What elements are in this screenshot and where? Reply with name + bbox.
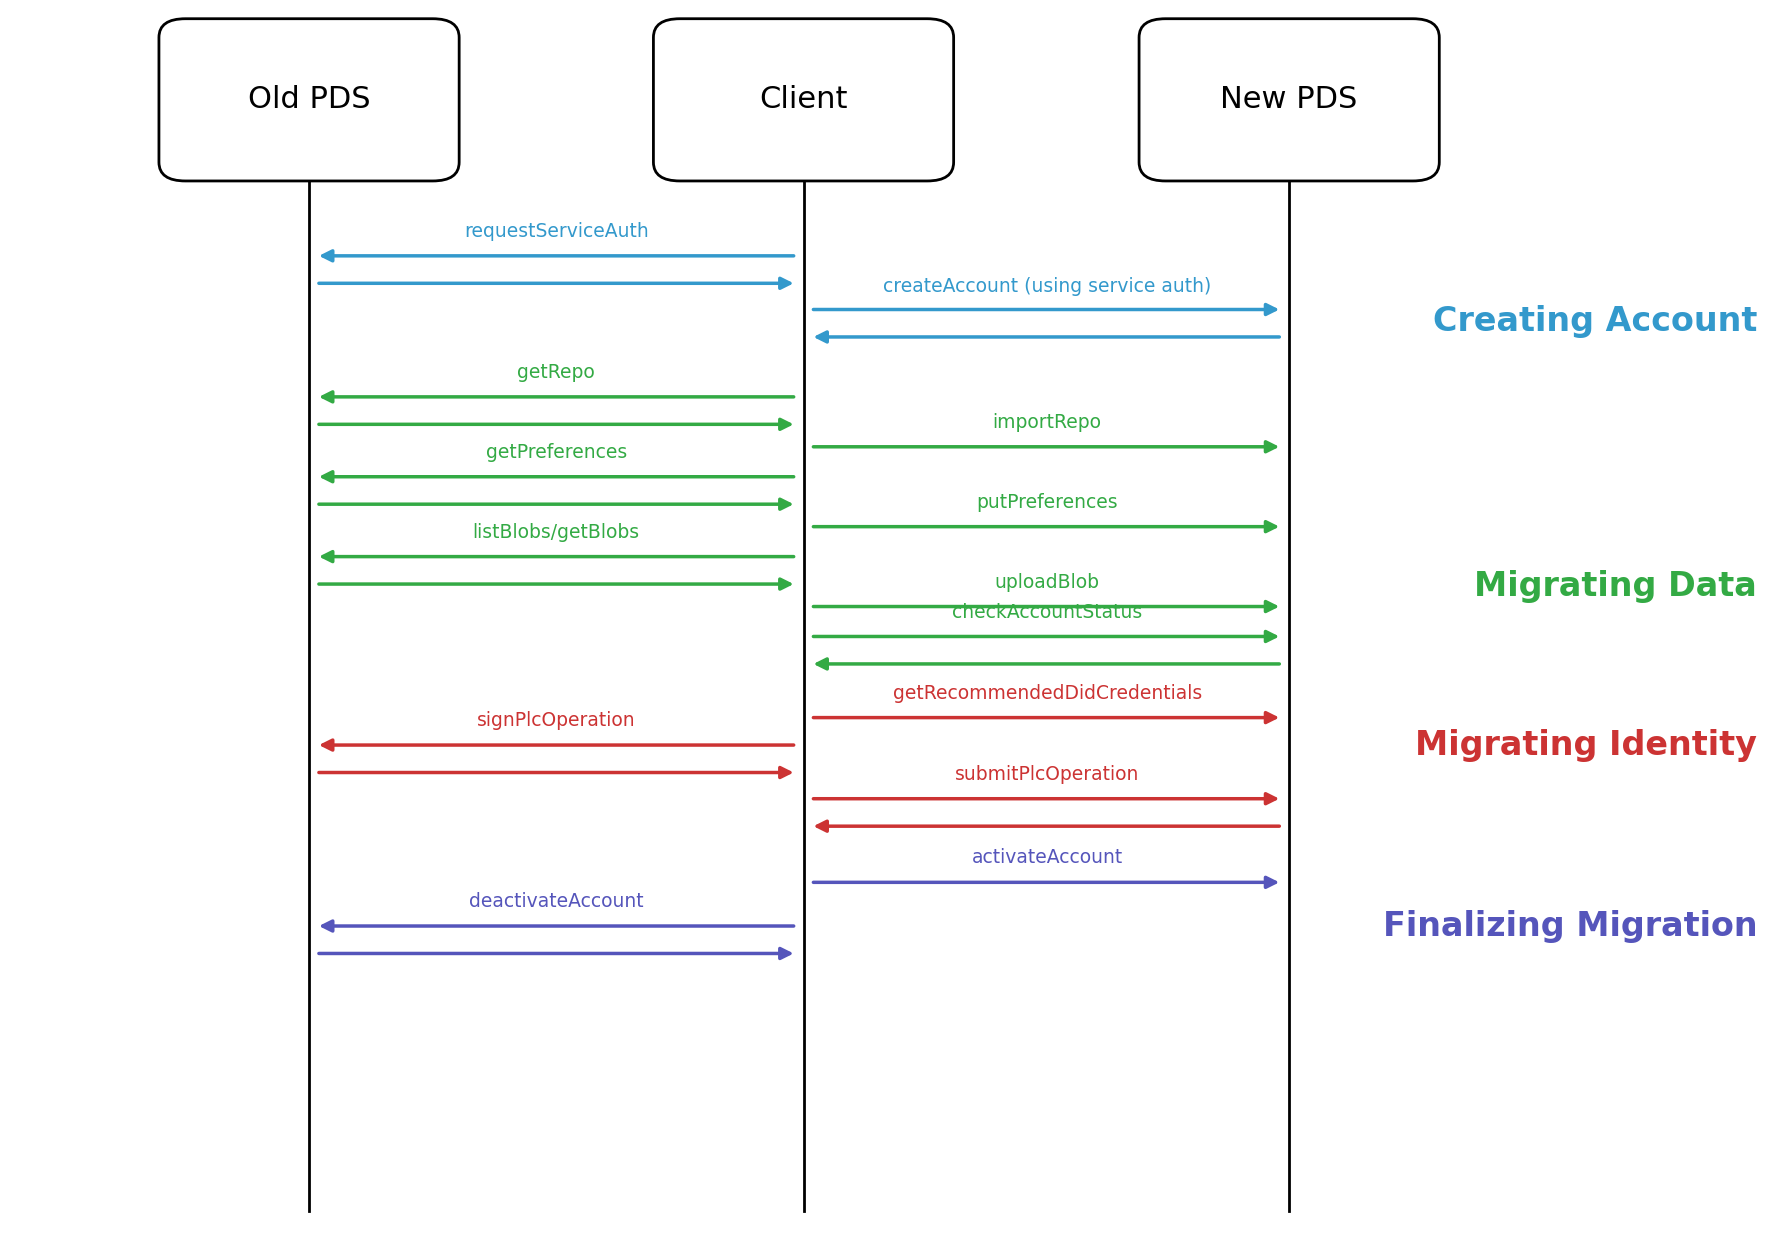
Text: requestServiceAuth: requestServiceAuth bbox=[464, 222, 648, 241]
Text: listBlobs/getBlobs: listBlobs/getBlobs bbox=[473, 523, 639, 542]
Text: checkAccountStatus: checkAccountStatus bbox=[952, 603, 1143, 622]
Text: getRepo: getRepo bbox=[517, 363, 595, 382]
Text: Creating Account: Creating Account bbox=[1432, 306, 1757, 338]
Text: Client: Client bbox=[759, 85, 848, 115]
Text: activateAccount: activateAccount bbox=[971, 849, 1123, 867]
FancyBboxPatch shape bbox=[1139, 19, 1439, 181]
Text: signPlcOperation: signPlcOperation bbox=[477, 711, 636, 730]
Text: Migrating Data: Migrating Data bbox=[1475, 570, 1757, 603]
Text: deactivateAccount: deactivateAccount bbox=[470, 892, 643, 911]
Text: Migrating Identity: Migrating Identity bbox=[1415, 729, 1757, 761]
Text: uploadBlob: uploadBlob bbox=[994, 573, 1100, 592]
Text: getRecommendedDidCredentials: getRecommendedDidCredentials bbox=[892, 684, 1203, 703]
Text: getPreferences: getPreferences bbox=[486, 443, 627, 462]
Text: submitPlcOperation: submitPlcOperation bbox=[955, 765, 1139, 784]
Text: Finalizing Migration: Finalizing Migration bbox=[1383, 910, 1757, 942]
Text: importRepo: importRepo bbox=[992, 413, 1102, 432]
Text: putPreferences: putPreferences bbox=[977, 493, 1118, 512]
Text: Old PDS: Old PDS bbox=[247, 85, 371, 115]
Text: createAccount (using service auth): createAccount (using service auth) bbox=[883, 277, 1211, 296]
FancyBboxPatch shape bbox=[159, 19, 459, 181]
Text: New PDS: New PDS bbox=[1220, 85, 1358, 115]
FancyBboxPatch shape bbox=[653, 19, 954, 181]
